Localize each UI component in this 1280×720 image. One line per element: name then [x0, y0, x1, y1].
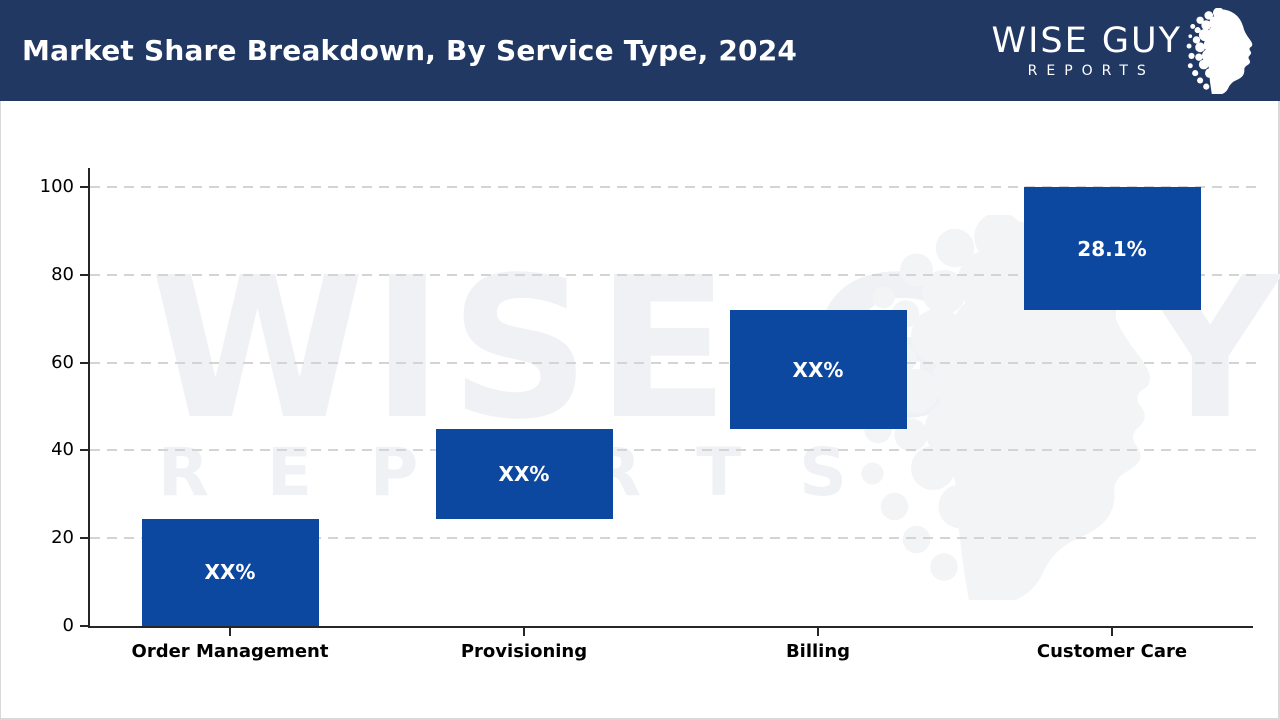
- ytick-mark-100: [80, 186, 88, 188]
- y-axis-spine: [88, 168, 90, 628]
- xtick-mark-1: [523, 628, 525, 636]
- ytick-label-100: 100: [39, 176, 74, 197]
- bar-1: XX%: [435, 428, 613, 519]
- gridline-y-80: [90, 273, 1258, 276]
- ytick-label-60: 60: [51, 351, 74, 373]
- wise-guy-head-icon: [1186, 7, 1253, 94]
- brand-logo-text: WISE GUY REPORTS: [991, 20, 1182, 79]
- ytick-label-80: 80: [51, 263, 74, 285]
- chart-title: Market Share Breakdown, By Service Type,…: [22, 34, 798, 67]
- brand-subtitle: REPORTS: [1027, 62, 1155, 79]
- ytick-mark-20: [80, 537, 88, 540]
- ytick-label-40: 40: [51, 439, 74, 461]
- gridline-y-60: [90, 361, 1258, 364]
- xtick-mark-3: [1111, 628, 1113, 636]
- bar-value-label-2: XX%: [792, 357, 844, 382]
- ytick-mark-0: [80, 625, 88, 627]
- bar-value-label-3: 28.1%: [1077, 236, 1147, 261]
- header-bar: Market Share Breakdown, By Service Type,…: [0, 0, 1280, 101]
- bar-value-label-1: XX%: [498, 461, 550, 486]
- watermark-head-icon: [856, 215, 1151, 600]
- xtick-label-3: Customer Care: [1036, 641, 1188, 662]
- gridline-y-40: [90, 449, 1258, 452]
- bar-3: 28.1%: [1023, 187, 1201, 311]
- xtick-mark-0: [229, 628, 231, 636]
- brand-logo: WISE GUY REPORTS: [991, 7, 1258, 94]
- ytick-label-0: 0: [62, 615, 74, 636]
- ytick-mark-80: [80, 273, 88, 276]
- xtick-mark-2: [817, 628, 819, 636]
- gridline-y-20: [90, 537, 1258, 540]
- xtick-label-0: Order Management: [131, 641, 329, 662]
- gridline-y-100: [90, 186, 1258, 188]
- bar-0: XX%: [141, 518, 319, 626]
- ytick-mark-60: [80, 361, 88, 364]
- xtick-label-1: Provisioning: [460, 641, 588, 662]
- brand-name: WISE GUY: [991, 20, 1182, 61]
- ytick-label-20: 20: [51, 527, 74, 549]
- bar-2: XX%: [729, 310, 907, 429]
- xtick-label-2: Billing: [785, 641, 851, 662]
- x-axis-spine: [88, 626, 1253, 628]
- bar-value-label-0: XX%: [204, 560, 256, 585]
- ytick-mark-40: [80, 449, 88, 452]
